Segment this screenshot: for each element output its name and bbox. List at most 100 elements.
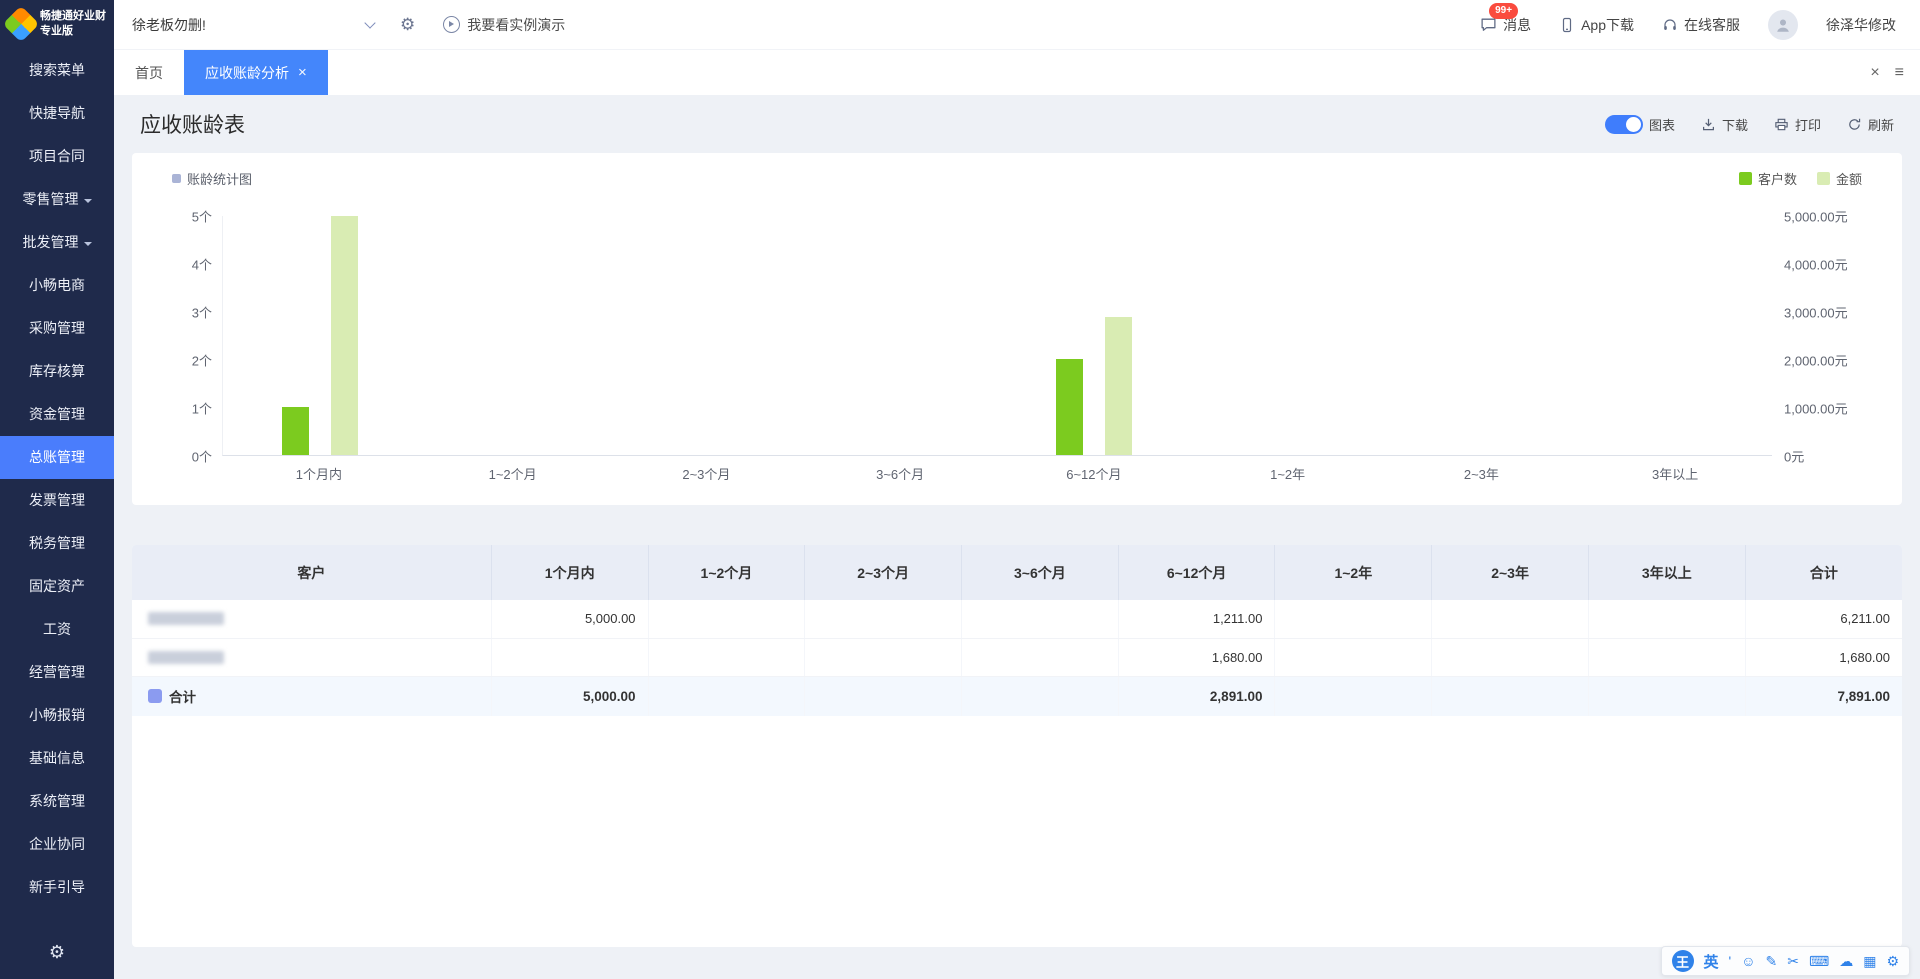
chart-category-1~2个月 bbox=[417, 216, 611, 455]
ime-logo[interactable]: 王 bbox=[1671, 950, 1694, 972]
total-amount-cell: 2,891.00 bbox=[1118, 676, 1276, 716]
main-area: 徐老板勿删! ⚙ 我要看实例演示 99+ 消息 bbox=[114, 0, 1920, 979]
sidebar-item-批发管理[interactable]: 批发管理 bbox=[0, 221, 114, 264]
total-amount-cell: 7,891.00 bbox=[1745, 676, 1902, 716]
axis-tick-label: 4,000.00元 bbox=[1784, 257, 1848, 273]
sidebar-item-label: 搜索菜单 bbox=[29, 62, 85, 79]
axis-tick-label: 0元 bbox=[1784, 449, 1805, 465]
app-download-button[interactable]: App下载 bbox=[1559, 15, 1634, 35]
messages-button[interactable]: 99+ 消息 bbox=[1480, 2, 1531, 35]
tab-应收账龄分析[interactable]: 应收账龄分析 × bbox=[184, 50, 328, 95]
topbar: 徐老板勿删! ⚙ 我要看实例演示 99+ 消息 bbox=[114, 0, 1920, 50]
total-amount-cell: 5,000.00 bbox=[491, 676, 649, 716]
tab-首页[interactable]: 首页 bbox=[114, 50, 184, 95]
cloud-icon[interactable]: ☁ bbox=[1839, 952, 1854, 969]
print-button[interactable]: 打印 bbox=[1774, 115, 1821, 134]
sidebar-item-小畅电商[interactable]: 小畅电商 bbox=[0, 264, 114, 307]
skin-icon[interactable]: ▦ bbox=[1863, 952, 1877, 969]
app-logo: 畅捷通好业财 专业版 bbox=[0, 0, 114, 46]
sidebar-item-发票管理[interactable]: 发票管理 bbox=[0, 479, 114, 522]
mic-icon[interactable]: ' bbox=[1728, 953, 1732, 969]
sidebar-item-label: 小畅报销 bbox=[29, 707, 85, 724]
keyboard-icon[interactable]: ⌨ bbox=[1808, 952, 1830, 969]
sidebar-item-总账管理[interactable]: 总账管理 bbox=[0, 435, 114, 479]
play-circle-icon bbox=[443, 16, 461, 33]
axis-tick-label: 1,000.00元 bbox=[1784, 401, 1848, 417]
amount-cell: 6,211.00 bbox=[1745, 600, 1902, 639]
total-icon bbox=[148, 689, 162, 704]
axis-tick-label: 1个 bbox=[191, 401, 212, 417]
amount-cell bbox=[1588, 600, 1746, 639]
username[interactable]: 徐泽华修改 bbox=[1826, 16, 1896, 33]
avatar[interactable] bbox=[1768, 9, 1798, 40]
column-header: 6~12个月 bbox=[1118, 545, 1276, 600]
sidebar-item-固定资产[interactable]: 固定资产 bbox=[0, 565, 114, 608]
total-amount-cell bbox=[804, 676, 963, 716]
total-amount-cell bbox=[648, 676, 806, 716]
chart-category-6~12个月 bbox=[998, 216, 1192, 455]
sidebar-item-系统管理[interactable]: 系统管理 bbox=[0, 780, 114, 823]
emoji-icon[interactable]: ☺ bbox=[1741, 953, 1756, 969]
x-axis-label: 2~3个月 bbox=[682, 467, 731, 482]
sidebar-item-基础信息[interactable]: 基础信息 bbox=[0, 737, 114, 780]
ime-tools: ' ☺ ✎ ✂ ⌨ ☁ ▦ ⚙ bbox=[1729, 953, 1899, 970]
sidebar-item-快捷导航[interactable]: 快捷导航 bbox=[0, 92, 114, 135]
close-icon[interactable]: × bbox=[298, 64, 307, 81]
amount-cell: 5,000.00 bbox=[491, 600, 649, 639]
chart-category-1~2年 bbox=[1191, 216, 1385, 455]
screenshot-icon[interactable]: ✂ bbox=[1787, 952, 1799, 969]
sidebar-item-工资[interactable]: 工资 bbox=[0, 608, 114, 651]
sidebar-item-新手引导[interactable]: 新手引导 bbox=[0, 866, 114, 909]
amount-cell bbox=[961, 638, 1119, 677]
download-button[interactable]: 下载 bbox=[1701, 115, 1748, 134]
online-service-button[interactable]: 在线客服 bbox=[1662, 15, 1740, 35]
settings-icon[interactable]: ⚙ bbox=[1886, 952, 1899, 969]
sidebar-item-label: 快捷导航 bbox=[29, 105, 85, 122]
tab-strip: 首页 应收账龄分析 × bbox=[114, 50, 328, 95]
tab-menu-icon[interactable]: ≡ bbox=[1894, 63, 1904, 81]
print-label: 打印 bbox=[1794, 117, 1821, 133]
page-actions: 图表 下载 打印 bbox=[1604, 114, 1894, 134]
sidebar-item-label: 零售管理 bbox=[22, 191, 79, 208]
legend-item-客户数[interactable]: 客户数 bbox=[1738, 169, 1797, 188]
total-amount-cell bbox=[961, 676, 1119, 716]
amount-cell bbox=[648, 600, 806, 639]
sidebar-item-税务管理[interactable]: 税务管理 bbox=[0, 522, 114, 565]
sidebar-settings-button[interactable]: ⚙ bbox=[0, 925, 114, 979]
sidebar-item-小畅报销[interactable]: 小畅报销 bbox=[0, 694, 114, 737]
sidebar-item-零售管理[interactable]: 零售管理 bbox=[0, 178, 114, 221]
toggle-switch[interactable] bbox=[1604, 114, 1643, 134]
topbar-gear-icon[interactable]: ⚙ bbox=[400, 14, 416, 34]
demo-link[interactable]: 我要看实例演示 bbox=[443, 15, 565, 35]
sidebar-item-采购管理[interactable]: 采购管理 bbox=[0, 307, 114, 350]
legend-item-金额[interactable]: 金额 bbox=[1816, 169, 1862, 188]
sidebar-item-资金管理[interactable]: 资金管理 bbox=[0, 393, 114, 436]
aging-chart-card: 账龄统计图 客户数 金额 5个 4个 3个 2个 1个 0个 5,000.00元 4,000.… bbox=[132, 153, 1902, 505]
sidebar-item-label: 经营管理 bbox=[29, 664, 85, 681]
demo-label: 我要看实例演示 bbox=[467, 16, 566, 33]
ime-mode-indicator[interactable]: 英 bbox=[1703, 953, 1719, 971]
x-axis-label: 2~3年 bbox=[1463, 467, 1499, 482]
org-selector-value: 徐老板勿删! bbox=[132, 16, 206, 33]
total-label-cell: 合计 bbox=[132, 676, 492, 716]
sidebar-item-搜索菜单[interactable]: 搜索菜单 bbox=[0, 49, 114, 92]
gear-icon: ⚙ bbox=[48, 941, 66, 962]
refresh-button[interactable]: 刷新 bbox=[1847, 115, 1894, 134]
sidebar-item-库存核算[interactable]: 库存核算 bbox=[0, 350, 114, 393]
customer-cell bbox=[132, 638, 492, 677]
app-download-label: App下载 bbox=[1581, 16, 1634, 33]
chart-toggle[interactable]: 图表 bbox=[1604, 114, 1675, 134]
handwriting-icon[interactable]: ✎ bbox=[1765, 952, 1778, 969]
sidebar-nav: 搜索菜单快捷导航项目合同零售管理批发管理小畅电商 采购管理 库存核算 资金管理 总账管理… bbox=[0, 46, 114, 925]
close-all-tabs-icon[interactable]: × bbox=[1870, 63, 1880, 81]
org-selector[interactable]: 徐老板勿删! bbox=[132, 15, 380, 35]
sidebar-item-经营管理[interactable]: 经营管理 bbox=[0, 651, 114, 694]
sidebar-item-label: 批发管理 bbox=[22, 234, 79, 251]
chart-title-icon bbox=[172, 174, 181, 183]
chart-x-labels: 1个月内 1~2个月 2~3个月 3~6个月 6~12个月 1~2年 2~3年 3年以上 bbox=[222, 464, 1772, 483]
refresh-icon bbox=[1847, 117, 1862, 132]
sidebar-item-企业协同[interactable]: 企业协同 bbox=[0, 823, 114, 866]
sidebar-item-项目合同[interactable]: 项目合同 bbox=[0, 135, 114, 178]
amount-cell bbox=[1431, 638, 1589, 677]
